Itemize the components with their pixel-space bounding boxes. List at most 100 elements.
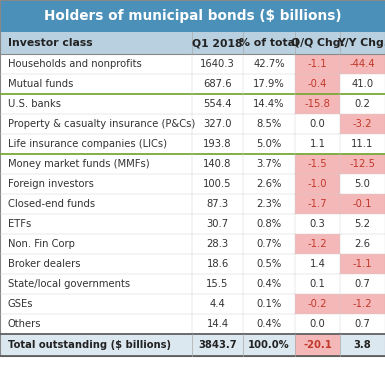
Bar bbox=[340, 314, 385, 334]
Text: -44.4: -44.4 bbox=[350, 59, 375, 69]
Text: Closed-end funds: Closed-end funds bbox=[8, 199, 95, 209]
Text: -12.5: -12.5 bbox=[350, 159, 375, 169]
Text: -1.1: -1.1 bbox=[308, 59, 327, 69]
Bar bbox=[295, 334, 340, 356]
Text: 327.0: 327.0 bbox=[203, 119, 232, 129]
Bar bbox=[340, 134, 385, 154]
Text: 0.4%: 0.4% bbox=[256, 279, 281, 289]
Text: -1.2: -1.2 bbox=[308, 239, 327, 249]
Text: 42.7%: 42.7% bbox=[253, 59, 285, 69]
Text: 193.8: 193.8 bbox=[203, 139, 232, 149]
Text: 87.3: 87.3 bbox=[206, 199, 229, 209]
Text: 140.8: 140.8 bbox=[203, 159, 232, 169]
Text: % of total: % of total bbox=[239, 38, 299, 48]
Text: 15.5: 15.5 bbox=[206, 279, 229, 289]
Text: -0.4: -0.4 bbox=[308, 79, 327, 89]
Bar bbox=[0, 194, 385, 214]
Text: Money market funds (MMFs): Money market funds (MMFs) bbox=[8, 159, 150, 169]
Text: 30.7: 30.7 bbox=[206, 219, 229, 229]
Bar bbox=[340, 54, 385, 74]
Text: Q1 2018: Q1 2018 bbox=[192, 38, 243, 48]
Bar bbox=[340, 194, 385, 214]
Text: 17.9%: 17.9% bbox=[253, 79, 285, 89]
Text: Non. Fin Corp: Non. Fin Corp bbox=[8, 239, 75, 249]
Text: 14.4%: 14.4% bbox=[253, 99, 285, 109]
Text: 5.0: 5.0 bbox=[355, 179, 370, 189]
Bar bbox=[0, 314, 385, 334]
Text: 1.1: 1.1 bbox=[310, 139, 325, 149]
Bar bbox=[0, 254, 385, 274]
Bar bbox=[295, 74, 340, 94]
Text: Households and nonprofits: Households and nonprofits bbox=[8, 59, 142, 69]
Text: -1.0: -1.0 bbox=[308, 179, 327, 189]
Text: 3843.7: 3843.7 bbox=[198, 340, 237, 350]
Text: State/local governments: State/local governments bbox=[8, 279, 130, 289]
Text: -1.2: -1.2 bbox=[353, 299, 372, 309]
Bar bbox=[340, 254, 385, 274]
Text: -20.1: -20.1 bbox=[303, 340, 332, 350]
Text: 0.1%: 0.1% bbox=[256, 299, 281, 309]
Bar bbox=[0, 334, 385, 356]
Text: 8.5%: 8.5% bbox=[256, 119, 281, 129]
Text: Life insurance companies (LICs): Life insurance companies (LICs) bbox=[8, 139, 167, 149]
Text: 41.0: 41.0 bbox=[352, 79, 373, 89]
Text: ETFs: ETFs bbox=[8, 219, 31, 229]
Text: -0.2: -0.2 bbox=[308, 299, 327, 309]
Text: -1.7: -1.7 bbox=[308, 199, 327, 209]
Bar bbox=[0, 154, 385, 174]
Bar bbox=[0, 0, 385, 32]
Bar bbox=[295, 274, 340, 294]
Text: GSEs: GSEs bbox=[8, 299, 33, 309]
Text: 2.6: 2.6 bbox=[355, 239, 370, 249]
Bar bbox=[295, 214, 340, 234]
Text: Total outstanding ($ billions): Total outstanding ($ billions) bbox=[8, 340, 171, 350]
Bar bbox=[295, 234, 340, 254]
Bar bbox=[0, 214, 385, 234]
Text: Y/Y Chg.: Y/Y Chg. bbox=[337, 38, 385, 48]
Text: 100.0%: 100.0% bbox=[248, 340, 290, 350]
Text: 0.4%: 0.4% bbox=[256, 319, 281, 329]
Text: Broker dealers: Broker dealers bbox=[8, 259, 80, 269]
Text: -3.2: -3.2 bbox=[353, 119, 372, 129]
Bar bbox=[295, 314, 340, 334]
Text: Property & casualty insurance (P&Cs): Property & casualty insurance (P&Cs) bbox=[8, 119, 195, 129]
Text: Holders of municipal bonds ($ billions): Holders of municipal bonds ($ billions) bbox=[44, 9, 341, 23]
Text: 18.6: 18.6 bbox=[206, 259, 229, 269]
Text: 3.7%: 3.7% bbox=[256, 159, 281, 169]
Text: 0.8%: 0.8% bbox=[256, 219, 281, 229]
Text: 554.4: 554.4 bbox=[203, 99, 232, 109]
Text: -1.5: -1.5 bbox=[308, 159, 327, 169]
Bar bbox=[295, 54, 340, 74]
Bar bbox=[340, 154, 385, 174]
Text: 687.6: 687.6 bbox=[203, 79, 232, 89]
Bar bbox=[340, 294, 385, 314]
Bar bbox=[340, 114, 385, 134]
Bar bbox=[0, 114, 385, 134]
Bar bbox=[340, 174, 385, 194]
Bar bbox=[295, 134, 340, 154]
Text: Q/Q Chg.: Q/Q Chg. bbox=[291, 38, 344, 48]
Bar bbox=[0, 94, 385, 114]
Bar bbox=[340, 94, 385, 114]
Bar bbox=[0, 32, 385, 54]
Bar bbox=[295, 194, 340, 214]
Text: 3.8: 3.8 bbox=[354, 340, 372, 350]
Bar bbox=[340, 334, 385, 356]
Text: 0.3: 0.3 bbox=[310, 219, 325, 229]
Text: Others: Others bbox=[8, 319, 42, 329]
Text: Foreign investors: Foreign investors bbox=[8, 179, 94, 189]
Text: 0.0: 0.0 bbox=[310, 119, 325, 129]
Text: 0.5%: 0.5% bbox=[256, 259, 281, 269]
Text: 0.7: 0.7 bbox=[355, 279, 370, 289]
Bar bbox=[295, 154, 340, 174]
Bar bbox=[295, 294, 340, 314]
Bar bbox=[0, 134, 385, 154]
Text: 1640.3: 1640.3 bbox=[200, 59, 235, 69]
Bar bbox=[0, 274, 385, 294]
Text: 0.2: 0.2 bbox=[355, 99, 370, 109]
Text: 0.1: 0.1 bbox=[310, 279, 325, 289]
Text: -1.1: -1.1 bbox=[353, 259, 372, 269]
Text: 11.1: 11.1 bbox=[351, 139, 374, 149]
Text: 4.4: 4.4 bbox=[209, 299, 225, 309]
Text: 2.6%: 2.6% bbox=[256, 179, 282, 189]
